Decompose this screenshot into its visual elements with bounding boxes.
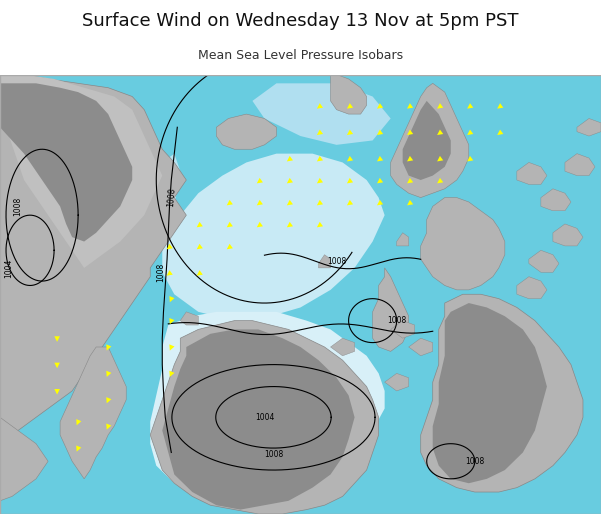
Polygon shape xyxy=(391,321,415,338)
Polygon shape xyxy=(0,417,48,501)
Text: Surface Wind on Wednesday 13 Nov at 5pm PST: Surface Wind on Wednesday 13 Nov at 5pm … xyxy=(82,12,519,30)
Text: 1008: 1008 xyxy=(327,257,346,266)
Polygon shape xyxy=(162,329,355,509)
Polygon shape xyxy=(162,154,385,321)
Text: 1008: 1008 xyxy=(465,457,484,466)
Polygon shape xyxy=(150,321,379,514)
Polygon shape xyxy=(0,75,162,268)
Polygon shape xyxy=(529,250,559,272)
Polygon shape xyxy=(517,277,547,299)
Text: 1004: 1004 xyxy=(255,413,274,422)
Text: 1008: 1008 xyxy=(14,197,22,216)
Polygon shape xyxy=(180,312,198,325)
Polygon shape xyxy=(421,197,505,290)
Polygon shape xyxy=(331,338,355,356)
Text: 1008: 1008 xyxy=(157,263,165,282)
Polygon shape xyxy=(60,347,126,479)
Polygon shape xyxy=(252,83,391,145)
Polygon shape xyxy=(577,119,601,136)
Polygon shape xyxy=(457,356,469,369)
Polygon shape xyxy=(0,75,186,444)
Text: Mean Sea Level Pressure Isobars: Mean Sea Level Pressure Isobars xyxy=(198,49,403,62)
Polygon shape xyxy=(541,189,571,211)
Polygon shape xyxy=(319,255,331,268)
Polygon shape xyxy=(397,233,409,246)
Polygon shape xyxy=(553,224,583,246)
Polygon shape xyxy=(403,101,451,180)
Polygon shape xyxy=(331,75,367,114)
Polygon shape xyxy=(517,162,547,185)
Polygon shape xyxy=(0,83,132,242)
Polygon shape xyxy=(150,312,385,497)
Polygon shape xyxy=(565,154,595,176)
Polygon shape xyxy=(433,303,547,483)
Text: 1008: 1008 xyxy=(387,316,406,325)
Text: 1008: 1008 xyxy=(264,450,283,459)
Text: 1008: 1008 xyxy=(166,188,177,208)
Text: 1004: 1004 xyxy=(5,258,13,278)
Polygon shape xyxy=(216,114,276,149)
Polygon shape xyxy=(409,338,433,356)
Polygon shape xyxy=(373,268,409,352)
Polygon shape xyxy=(156,154,180,242)
Polygon shape xyxy=(391,83,469,197)
Polygon shape xyxy=(385,373,409,391)
Polygon shape xyxy=(421,294,583,492)
